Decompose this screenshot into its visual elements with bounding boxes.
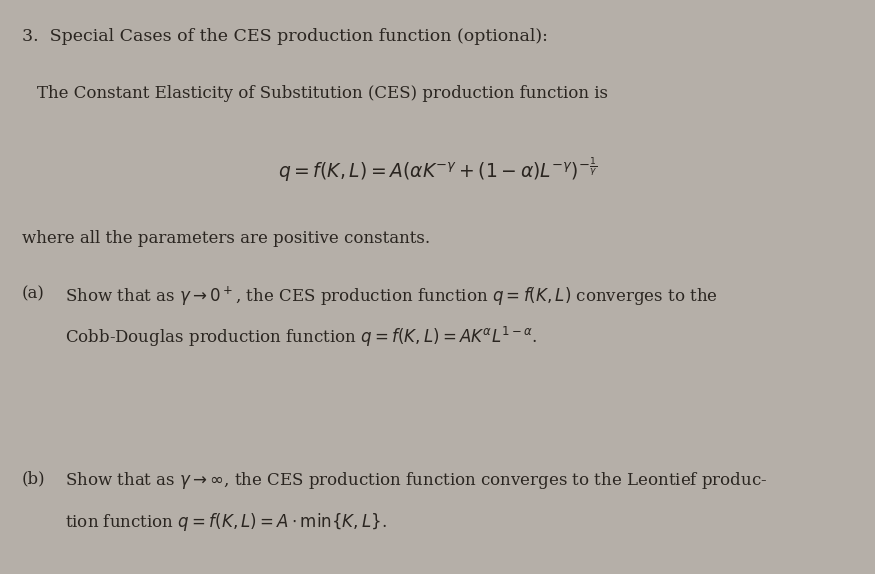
Text: (b): (b): [22, 470, 46, 487]
Text: $q = f(K, L) = A\left(\alpha K^{-\gamma} + (1 - \alpha)L^{-\gamma}\right)^{-\fra: $q = f(K, L) = A\left(\alpha K^{-\gamma}…: [278, 155, 597, 184]
Text: where all the parameters are positive constants.: where all the parameters are positive co…: [22, 230, 430, 247]
Text: Cobb-Douglas production function $q = f(K, L) = AK^{\alpha}L^{1-\alpha}$.: Cobb-Douglas production function $q = f(…: [65, 325, 537, 349]
Text: The Constant Elasticity of Substitution (CES) production function is: The Constant Elasticity of Substitution …: [37, 85, 608, 102]
Text: (a): (a): [22, 285, 45, 302]
Text: 3.  Special Cases of the CES production function (optional):: 3. Special Cases of the CES production f…: [22, 28, 548, 45]
Text: Show that as $\gamma \rightarrow \infty$, the CES production function converges : Show that as $\gamma \rightarrow \infty$…: [65, 470, 767, 491]
Text: tion function $q = f(K, L) = A \cdot \min\{K, L\}$.: tion function $q = f(K, L) = A \cdot \mi…: [65, 511, 387, 533]
Text: Show that as $\gamma \rightarrow 0^+$, the CES production function $q = f(K, L)$: Show that as $\gamma \rightarrow 0^+$, t…: [65, 285, 718, 308]
